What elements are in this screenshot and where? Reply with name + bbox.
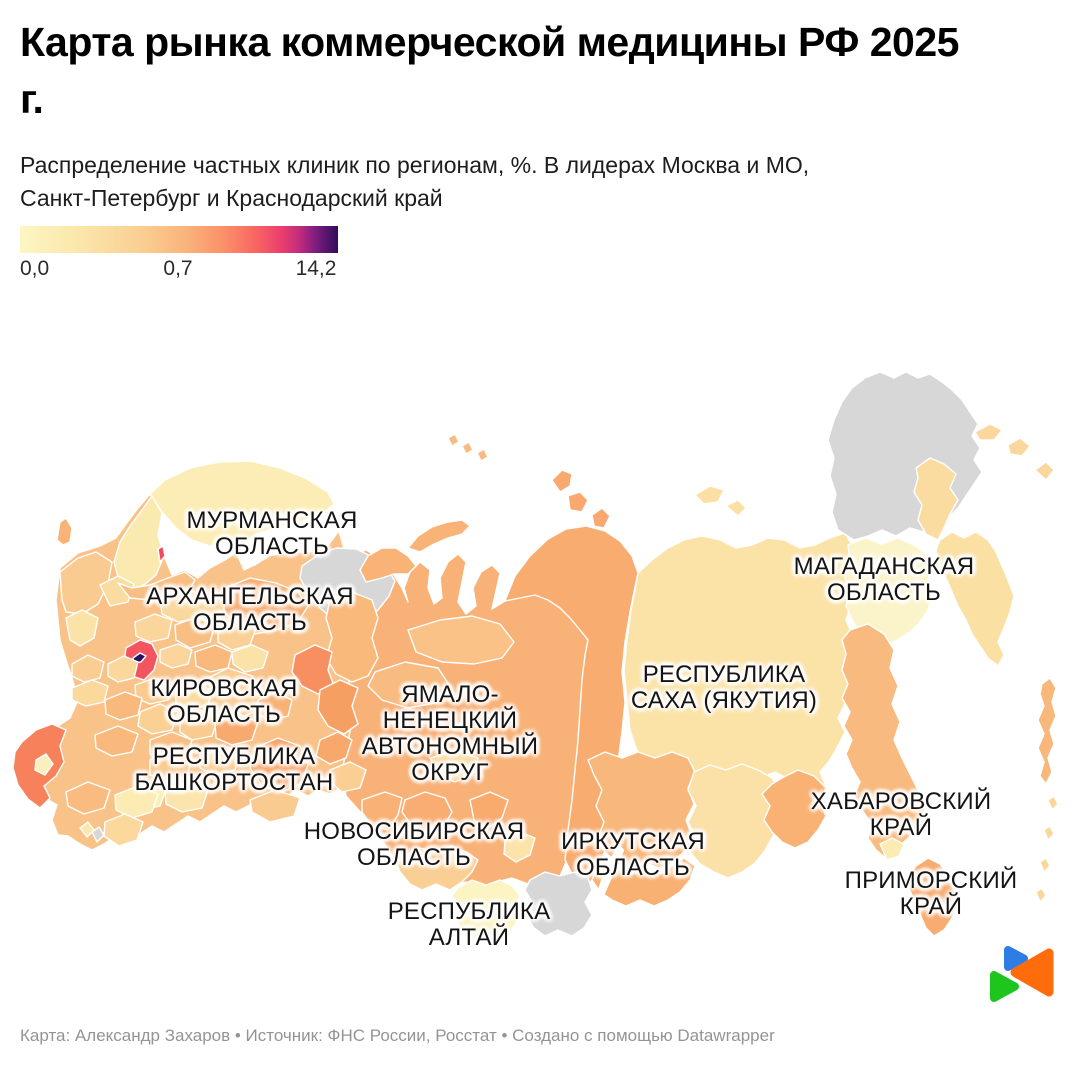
region-kurgan[interactable] (329, 761, 367, 793)
region-koryakia[interactable] (913, 457, 959, 541)
region-kuril-1[interactable] (1047, 795, 1059, 811)
region-franz-josef-2[interactable] (461, 441, 474, 455)
logo-green-triangle (990, 971, 1019, 1002)
legend-tick-min: 0,0 (20, 257, 50, 280)
region-tatarstan[interactable] (214, 713, 259, 746)
region-kamchatka[interactable] (935, 531, 1015, 667)
attribution-footer: Карта: Александр Захаров • Источник: ФНС… (20, 1026, 775, 1045)
region-wrangel-2[interactable] (1007, 437, 1031, 457)
region-khakasia[interactable] (503, 831, 536, 863)
region-arkhangelsk[interactable] (223, 577, 309, 635)
region-kuril-2[interactable] (1043, 825, 1055, 841)
region-altai-krai[interactable] (395, 845, 479, 891)
datawrapper-logo[interactable] (986, 942, 1058, 1008)
region-astrakhan-kalmykia[interactable] (164, 781, 209, 813)
region-volgograd[interactable] (149, 751, 193, 783)
region-chukotka[interactable] (827, 371, 983, 541)
legend-tick-max: 14,2 (295, 257, 337, 280)
chart-title: Карта рынка коммерческой медицины РФ 202… (20, 19, 959, 122)
region-ingushetia[interactable] (91, 826, 105, 843)
region-murmansk[interactable] (149, 460, 335, 547)
chart-subtitle: Распределение частных клиник по регионам… (20, 152, 810, 211)
region-new-siberian-islands-1[interactable] (694, 485, 725, 505)
region-franz-josef-1[interactable] (447, 433, 460, 447)
region-penza[interactable] (137, 703, 179, 735)
region-saint-petersburg[interactable] (157, 545, 166, 563)
region-rostov[interactable] (94, 725, 139, 757)
region-severnaya-zemlya-1[interactable] (551, 469, 573, 493)
region-tula-kaluga[interactable] (107, 655, 139, 683)
region-zabaikalsky[interactable] (687, 763, 781, 879)
legend-ticks: 0,0 0,7 14,2 (20, 257, 338, 283)
region-tomsk[interactable] (429, 749, 479, 783)
region-severnaya-zemlya-2[interactable] (567, 491, 589, 513)
region-khabarovsk[interactable] (841, 623, 927, 859)
region-ulyanovsk[interactable] (179, 709, 219, 741)
region-irkutsk[interactable] (587, 751, 696, 869)
region-primorye[interactable] (907, 857, 959, 937)
region-samara[interactable] (199, 744, 241, 776)
region-wrangel-3[interactable] (1034, 461, 1055, 481)
region-altai-republic[interactable] (451, 879, 521, 941)
region-wrangel-1[interactable] (974, 423, 1003, 441)
region-novaya-zemlya-south[interactable] (359, 547, 417, 583)
region-stavropol[interactable] (65, 781, 111, 815)
region-yaroslavl[interactable] (174, 617, 216, 649)
region-chelyabinsk[interactable] (315, 731, 353, 765)
region-smolensk[interactable] (65, 609, 99, 647)
region-amur[interactable] (761, 769, 827, 849)
region-mari-chuvashia[interactable] (231, 644, 269, 673)
region-kuril-4[interactable] (1035, 887, 1047, 903)
region-kalmykia[interactable] (114, 785, 159, 819)
region-severnaya-zemlya-3[interactable] (591, 507, 611, 529)
region-kursk-belgorod[interactable] (71, 679, 109, 707)
region-tyva[interactable] (524, 871, 593, 937)
logo-blue-triangle (1004, 946, 1028, 971)
region-dagestan[interactable] (103, 813, 144, 847)
region-vladimir[interactable] (159, 643, 193, 669)
region-jewish-ao[interactable] (879, 837, 905, 861)
region-khanty-mansi[interactable] (367, 661, 451, 709)
region-komi[interactable] (325, 591, 379, 683)
logo-orange-triangle (1010, 948, 1054, 997)
region-lake-baikal (595, 843, 625, 901)
region-mordovia[interactable] (174, 683, 213, 711)
legend-tick-mid: 0,7 (163, 257, 193, 280)
chart-header: Карта рынка коммерческой медицины РФ 202… (20, 14, 1065, 214)
region-udmurtia[interactable] (257, 691, 293, 721)
region-yamalo-nenets[interactable] (407, 615, 515, 665)
region-franz-josef-3[interactable] (476, 448, 489, 462)
region-kemerovo[interactable] (469, 791, 509, 829)
region-bashkortostan[interactable] (249, 737, 309, 793)
region-voronezh[interactable] (104, 691, 143, 721)
region-kuril-3[interactable] (1039, 857, 1051, 873)
region-omsk[interactable] (361, 791, 403, 831)
region-karelia[interactable] (113, 495, 165, 591)
region-new-siberian-islands-2[interactable] (725, 499, 747, 517)
region-novaya-zemlya-north[interactable] (407, 519, 471, 553)
region-sakhalin[interactable] (1037, 677, 1057, 785)
color-legend: 0,0 0,7 14,2 (20, 226, 338, 282)
region-orenburg[interactable] (249, 789, 301, 823)
region-kirov[interactable] (201, 667, 265, 720)
region-sverdlovsk[interactable] (317, 679, 359, 735)
region-bryansk[interactable] (71, 654, 105, 683)
region-buryatia[interactable] (591, 857, 696, 907)
region-white-sea (237, 514, 341, 567)
region-pskov[interactable] (59, 551, 113, 615)
region-novosibirsk[interactable] (401, 791, 453, 833)
legend-gradient-bar (20, 226, 338, 253)
region-tver[interactable] (134, 613, 173, 643)
region-magadan[interactable] (844, 537, 934, 646)
region-kaliningrad[interactable] (56, 517, 73, 546)
region-adygea[interactable] (34, 753, 54, 776)
region-yakutia-base[interactable] (623, 532, 853, 787)
